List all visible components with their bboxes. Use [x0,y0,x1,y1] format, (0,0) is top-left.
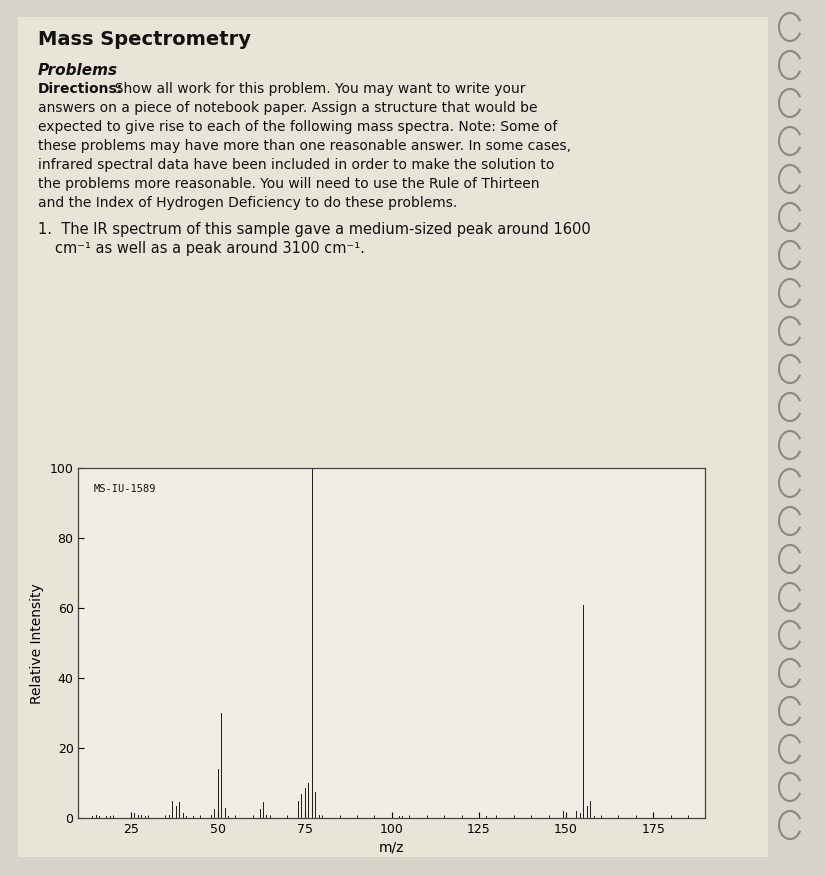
Text: these problems may have more than one reasonable answer. In some cases,: these problems may have more than one re… [38,139,571,153]
X-axis label: m/z: m/z [380,840,404,854]
Text: Mass Spectrometry: Mass Spectrometry [38,30,251,49]
Text: cm⁻¹ as well as a peak around 3100 cm⁻¹.: cm⁻¹ as well as a peak around 3100 cm⁻¹. [55,241,365,256]
Text: infrared spectral data have been included in order to make the solution to: infrared spectral data have been include… [38,158,554,172]
Text: 1.  The IR spectrum of this sample gave a medium-sized peak around 1600: 1. The IR spectrum of this sample gave a… [38,222,591,237]
Text: Problems: Problems [38,63,118,78]
Text: answers on a piece of notebook paper. Assign a structure that would be: answers on a piece of notebook paper. As… [38,101,538,115]
Text: and the Index of Hydrogen Deficiency to do these problems.: and the Index of Hydrogen Deficiency to … [38,196,457,210]
Text: the problems more reasonable. You will need to use the Rule of Thirteen: the problems more reasonable. You will n… [38,177,540,191]
Text: Directions:: Directions: [38,82,123,96]
Text: MS-IU-1589: MS-IU-1589 [94,484,157,493]
Y-axis label: Relative Intensity: Relative Intensity [30,583,44,704]
Text: Show all work for this problem. You may want to write your: Show all work for this problem. You may … [106,82,526,96]
Text: expected to give rise to each of the following mass spectra. Note: Some of: expected to give rise to each of the fol… [38,120,558,134]
